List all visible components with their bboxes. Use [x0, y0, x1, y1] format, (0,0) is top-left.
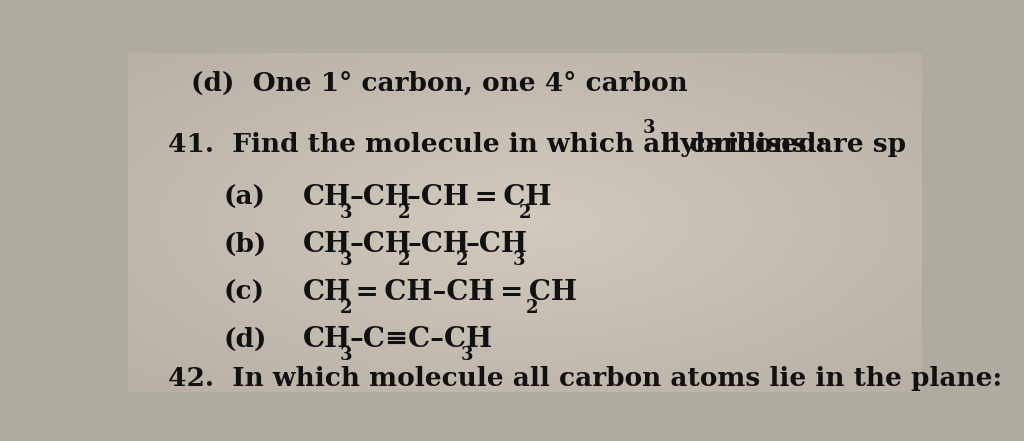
Text: (a): (a): [223, 185, 265, 210]
Text: –CH: –CH: [349, 184, 412, 211]
Text: 2: 2: [340, 299, 352, 317]
Text: CH: CH: [303, 326, 350, 353]
Text: 3: 3: [340, 251, 352, 269]
Text: CH: CH: [303, 231, 350, 258]
Text: 2: 2: [525, 299, 538, 317]
Text: 2: 2: [397, 251, 411, 269]
Text: 3: 3: [461, 346, 473, 364]
Text: 42.  In which molecule all carbon atoms lie in the plane:: 42. In which molecule all carbon atoms l…: [168, 366, 1001, 392]
Text: –CH: –CH: [349, 231, 412, 258]
Text: CH: CH: [303, 279, 350, 306]
Text: –CH = CH: –CH = CH: [408, 184, 552, 211]
Text: 3: 3: [340, 346, 352, 364]
Text: 2: 2: [456, 251, 468, 269]
Text: –C≡C–CH: –C≡C–CH: [349, 326, 493, 353]
Text: (b): (b): [223, 232, 266, 257]
Text: (c): (c): [223, 280, 264, 305]
Text: 2: 2: [519, 203, 531, 221]
Text: –CH: –CH: [465, 231, 527, 258]
Text: 3: 3: [340, 203, 352, 221]
Text: (d)  One 1° carbon, one 4° carbon: (d) One 1° carbon, one 4° carbon: [191, 71, 688, 96]
Text: –CH: –CH: [408, 231, 469, 258]
Text: hybridised:: hybridised:: [652, 132, 826, 157]
Text: CH: CH: [303, 184, 350, 211]
Text: (d): (d): [223, 327, 266, 352]
Text: 3: 3: [642, 119, 654, 137]
Text: 2: 2: [397, 203, 411, 221]
Text: = CH–CH = CH: = CH–CH = CH: [349, 279, 577, 306]
Text: 41.  Find the molecule in which all carbons are sp: 41. Find the molecule in which all carbo…: [168, 132, 905, 157]
Text: 3: 3: [513, 251, 525, 269]
